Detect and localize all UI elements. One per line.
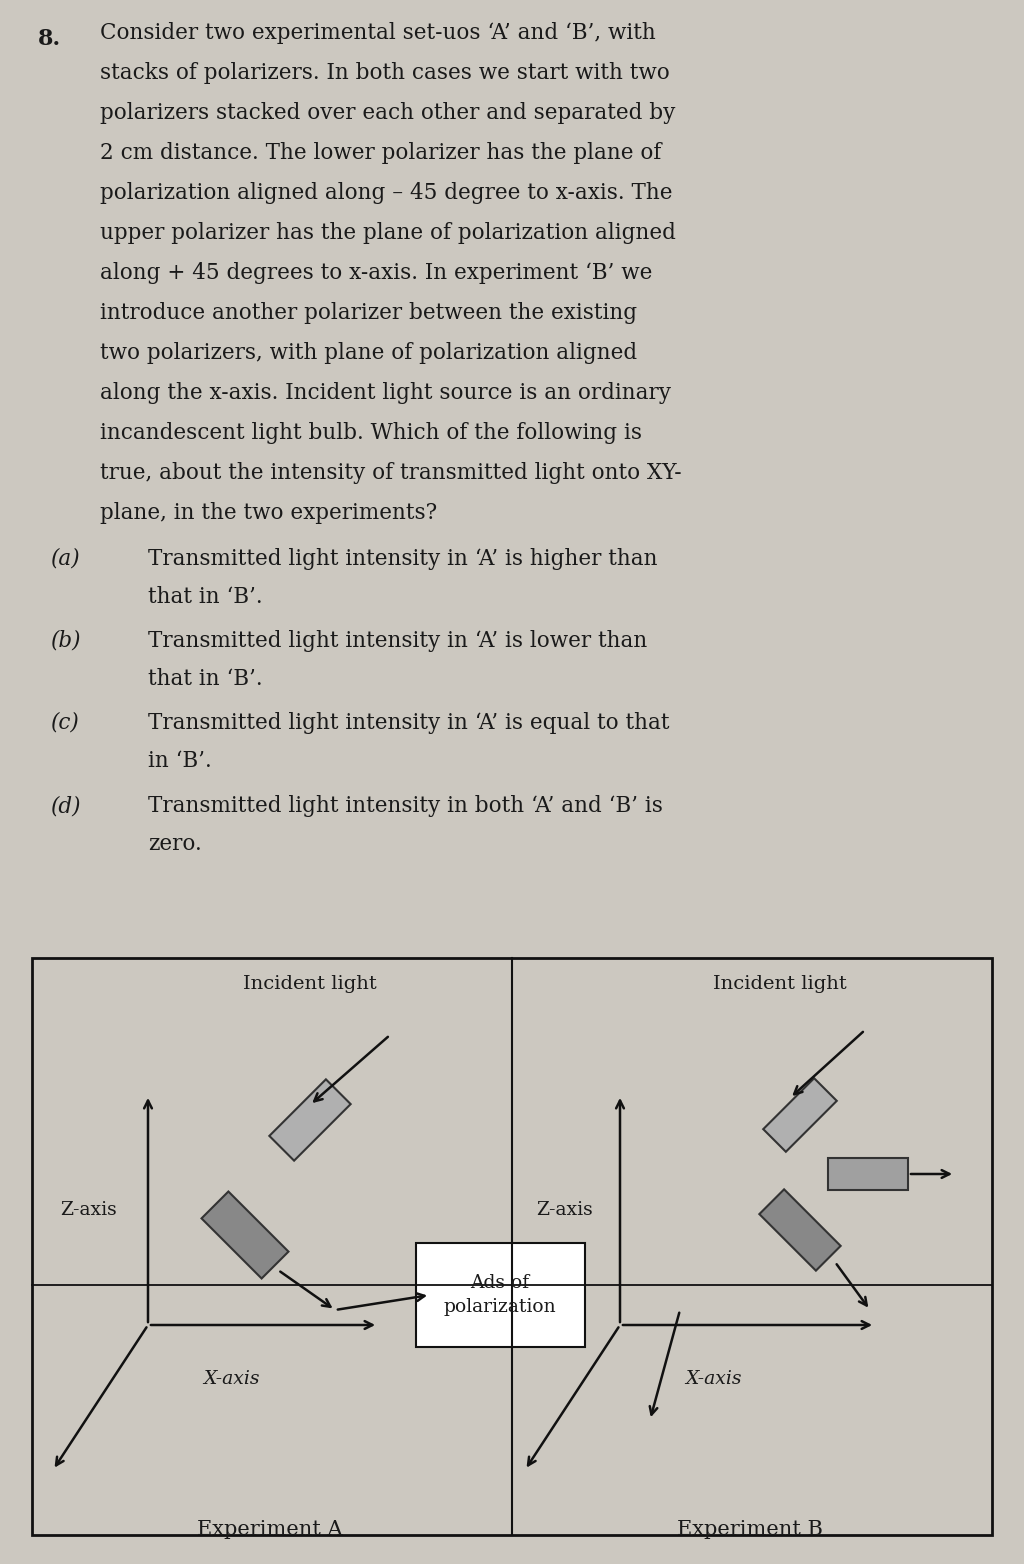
Text: X-axis: X-axis bbox=[685, 1370, 741, 1387]
Text: in ‘B’.: in ‘B’. bbox=[148, 751, 212, 773]
Text: along the x-axis. Incident light source is an ordinary: along the x-axis. Incident light source … bbox=[100, 382, 671, 404]
Bar bbox=[828, 1157, 908, 1190]
Text: Ads of
polarization: Ads of polarization bbox=[443, 1273, 556, 1317]
Text: Incident light: Incident light bbox=[243, 974, 377, 993]
Text: Z-axis: Z-axis bbox=[60, 1201, 117, 1218]
Text: Transmitted light intensity in ‘A’ is lower than: Transmitted light intensity in ‘A’ is lo… bbox=[148, 630, 647, 652]
Text: Transmitted light intensity in ‘A’ is equal to that: Transmitted light intensity in ‘A’ is eq… bbox=[148, 712, 670, 734]
Text: along + 45 degrees to x-axis. In experiment ‘B’ we: along + 45 degrees to x-axis. In experim… bbox=[100, 263, 652, 285]
Text: polarizers stacked over each other and separated by: polarizers stacked over each other and s… bbox=[100, 102, 676, 124]
Text: upper polarizer has the plane of polarization aligned: upper polarizer has the plane of polariz… bbox=[100, 222, 676, 244]
Text: Incident light: Incident light bbox=[713, 974, 847, 993]
Polygon shape bbox=[760, 1189, 841, 1270]
Text: (b): (b) bbox=[50, 630, 81, 652]
Text: polarization aligned along – 45 degree to x-axis. The: polarization aligned along – 45 degree t… bbox=[100, 181, 673, 203]
Text: Consider two experimental set-uos ‘A’ and ‘B’, with: Consider two experimental set-uos ‘A’ an… bbox=[100, 22, 655, 44]
Text: 2 cm distance. The lower polarizer has the plane of: 2 cm distance. The lower polarizer has t… bbox=[100, 142, 662, 164]
Polygon shape bbox=[202, 1192, 289, 1278]
Text: Transmitted light intensity in ‘A’ is higher than: Transmitted light intensity in ‘A’ is hi… bbox=[148, 547, 657, 569]
Text: Transmitted light intensity in both ‘A’ and ‘B’ is: Transmitted light intensity in both ‘A’ … bbox=[148, 795, 663, 816]
Polygon shape bbox=[269, 1079, 350, 1160]
Text: Experiment A: Experiment A bbox=[198, 1520, 343, 1539]
Text: two polarizers, with plane of polarization aligned: two polarizers, with plane of polarizati… bbox=[100, 343, 637, 364]
Text: (a): (a) bbox=[50, 547, 80, 569]
Text: plane, in the two experiments?: plane, in the two experiments? bbox=[100, 502, 437, 524]
Text: incandescent light bulb. Which of the following is: incandescent light bulb. Which of the fo… bbox=[100, 422, 642, 444]
Text: (d): (d) bbox=[50, 795, 81, 816]
Text: (c): (c) bbox=[50, 712, 79, 734]
Text: stacks of polarizers. In both cases we start with two: stacks of polarizers. In both cases we s… bbox=[100, 63, 670, 84]
Text: zero.: zero. bbox=[148, 834, 202, 856]
Text: that in ‘B’.: that in ‘B’. bbox=[148, 586, 262, 608]
Bar bbox=[32, 959, 992, 1534]
FancyBboxPatch shape bbox=[416, 1243, 585, 1347]
Text: 8.: 8. bbox=[38, 28, 61, 50]
Text: Z-axis: Z-axis bbox=[536, 1201, 593, 1218]
Text: true, about the intensity of transmitted light onto XY-: true, about the intensity of transmitted… bbox=[100, 461, 682, 483]
Text: that in ‘B’.: that in ‘B’. bbox=[148, 668, 262, 690]
Text: introduce another polarizer between the existing: introduce another polarizer between the … bbox=[100, 302, 637, 324]
Polygon shape bbox=[763, 1078, 837, 1151]
Text: Experiment B: Experiment B bbox=[677, 1520, 823, 1539]
Text: X-axis: X-axis bbox=[203, 1370, 259, 1387]
